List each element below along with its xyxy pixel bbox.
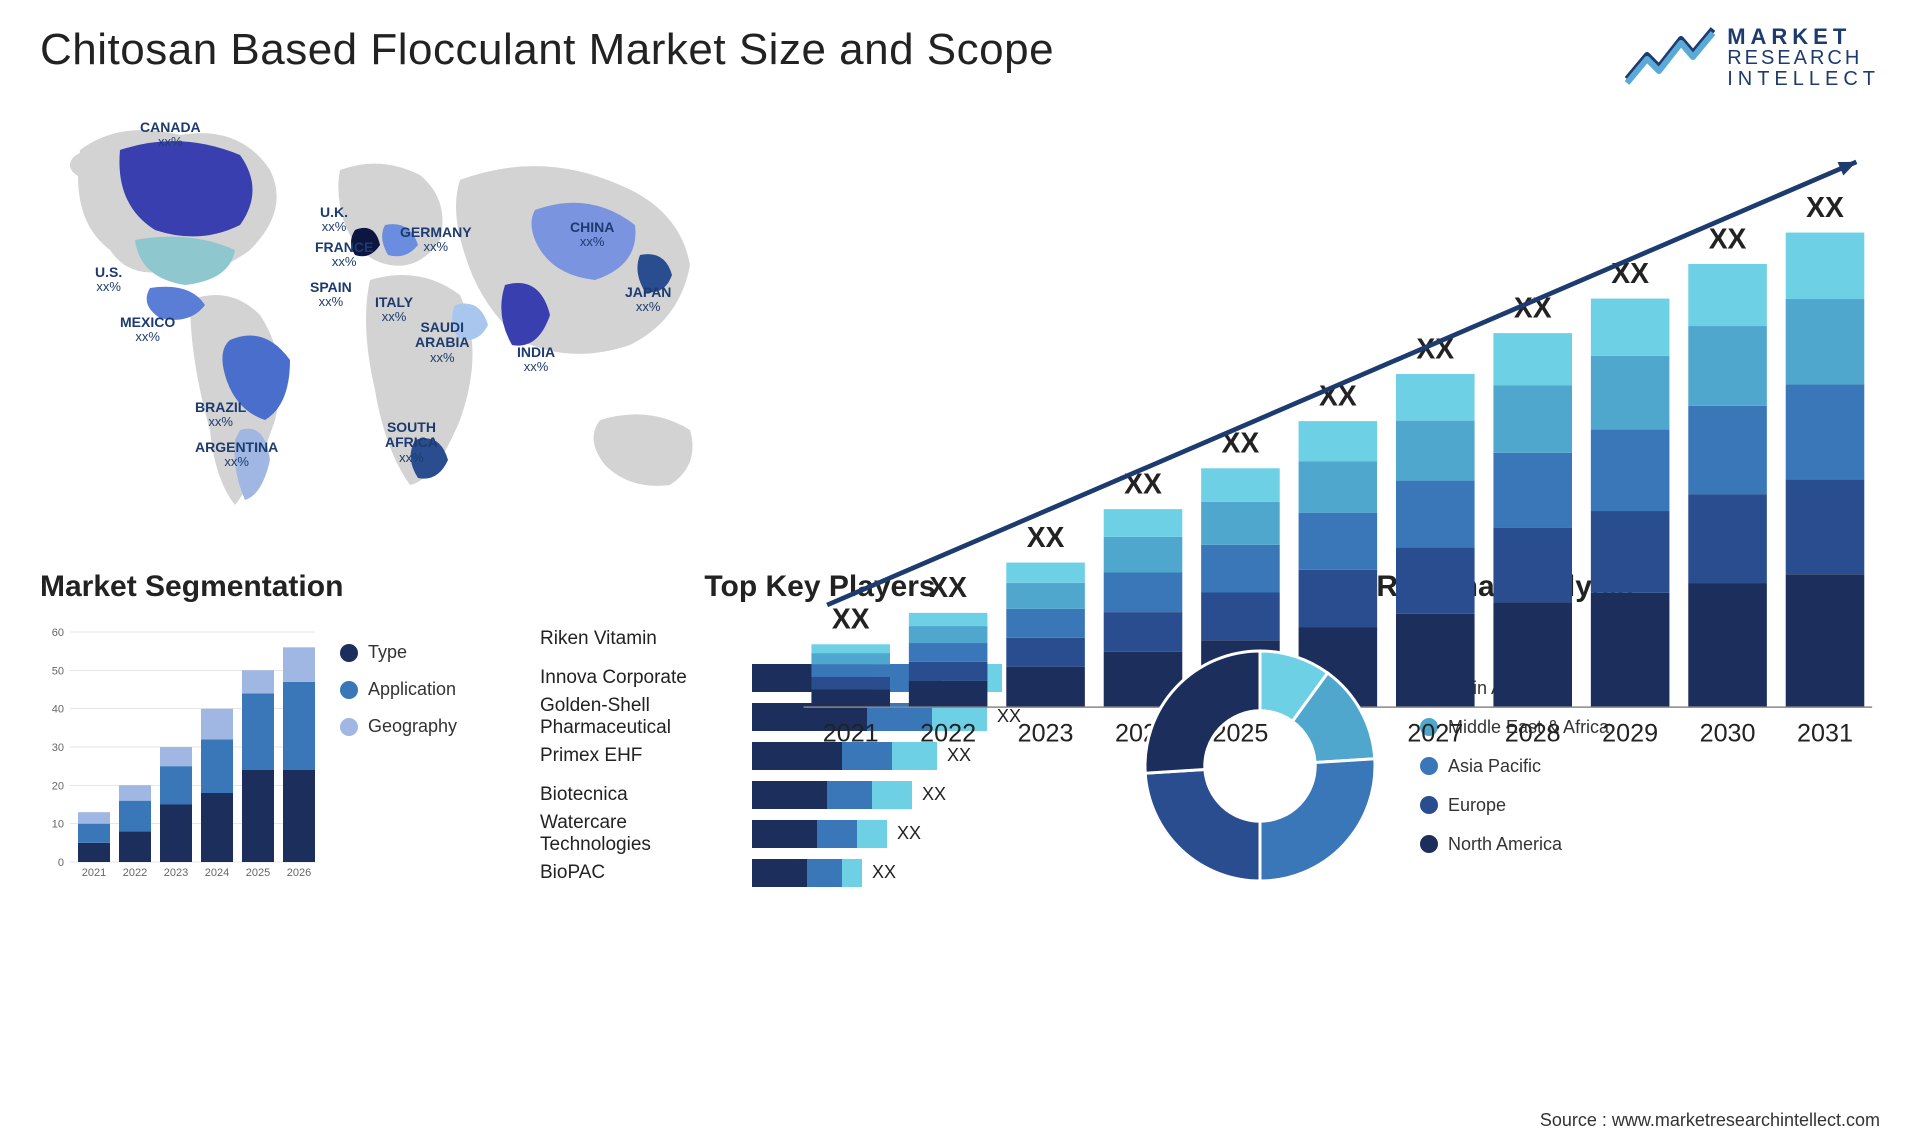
map-label: CANADAxx% <box>140 120 201 150</box>
svg-text:2030: 2030 <box>1700 720 1756 748</box>
svg-text:2024: 2024 <box>205 867 229 879</box>
player-bar <box>752 781 912 809</box>
player-name: Riken Vitamin <box>540 628 740 650</box>
player-value: XX <box>922 784 946 805</box>
legend-item: Application <box>340 679 457 700</box>
brand-logo: MARKET RESEARCH INTELLECT <box>1625 25 1880 90</box>
player-name: Watercare Technologies <box>540 812 740 856</box>
svg-text:2028: 2028 <box>1505 720 1561 748</box>
svg-text:2025: 2025 <box>246 867 270 879</box>
map-label: FRANCExx% <box>315 240 373 270</box>
svg-text:XX: XX <box>1709 222 1747 254</box>
page-title: Chitosan Based Flocculant Market Size an… <box>40 25 1054 75</box>
player-bar <box>752 820 887 848</box>
player-row: Watercare TechnologiesXX <box>540 817 1100 850</box>
legend-item: Geography <box>340 716 457 737</box>
player-row: BioPAC XX <box>540 856 1100 889</box>
svg-text:2029: 2029 <box>1602 720 1658 748</box>
svg-text:XX: XX <box>832 603 870 635</box>
legend-item: North America <box>1420 834 1609 855</box>
svg-text:30: 30 <box>52 742 64 754</box>
map-label: SOUTHAFRICAxx% <box>385 420 438 465</box>
svg-text:2023: 2023 <box>1018 720 1074 748</box>
world-map-panel: CANADAxx% U.S.xx% MEXICOxx% BRAZILxx% ARGENT… <box>40 110 740 530</box>
svg-text:10: 10 <box>52 819 64 831</box>
map-label: ARGENTINAxx% <box>195 440 278 470</box>
logo-line3: INTELLECT <box>1727 69 1880 90</box>
svg-text:2022: 2022 <box>123 867 147 879</box>
source-attribution: Source : www.marketresearchintellect.com <box>1540 1110 1880 1131</box>
player-value: XX <box>897 823 921 844</box>
svg-text:XX: XX <box>1806 191 1844 223</box>
player-value: XX <box>872 862 896 883</box>
svg-text:20: 20 <box>52 780 64 792</box>
svg-text:40: 40 <box>52 704 64 716</box>
regional-donut-chart <box>1130 636 1390 896</box>
segmentation-panel: Market Segmentation 0 10 20 30 40 50 60 2021 202… <box>40 570 510 910</box>
logo-line1: MARKET <box>1727 25 1880 48</box>
map-label: SAUDIARABIAxx% <box>415 320 469 365</box>
svg-text:2031: 2031 <box>1797 720 1853 748</box>
player-bar <box>752 859 862 887</box>
map-label: JAPANxx% <box>625 285 671 315</box>
svg-text:XX: XX <box>1027 521 1065 553</box>
player-name: Primex EHF <box>540 745 740 767</box>
segmentation-title: Market Segmentation <box>40 570 510 604</box>
svg-text:XX: XX <box>929 571 967 603</box>
svg-text:2027: 2027 <box>1407 720 1463 748</box>
map-label: SPAINxx% <box>310 280 352 310</box>
map-label: U.S.xx% <box>95 265 122 295</box>
map-label: INDIAxx% <box>517 345 555 375</box>
legend-item: Europe <box>1420 795 1609 816</box>
svg-text:2021: 2021 <box>823 720 879 748</box>
map-label: U.K.xx% <box>320 205 348 235</box>
svg-text:60: 60 <box>52 627 64 639</box>
svg-text:2021: 2021 <box>82 867 106 879</box>
svg-text:2023: 2023 <box>164 867 188 879</box>
map-label: ITALYxx% <box>375 295 413 325</box>
map-label: MEXICOxx% <box>120 315 175 345</box>
player-row: Biotecnica XX <box>540 778 1100 811</box>
segmentation-chart: 0 10 20 30 40 50 60 2021 2022 2023 2024 2025 2026 <box>40 622 320 882</box>
player-name: Biotecnica <box>540 784 740 806</box>
logo-icon <box>1625 25 1715 90</box>
player-name: Golden-Shell Pharmaceutical <box>540 695 740 739</box>
svg-text:2022: 2022 <box>920 720 976 748</box>
legend-item: Type <box>340 642 457 663</box>
map-label: CHINAxx% <box>570 220 614 250</box>
svg-text:50: 50 <box>52 665 64 677</box>
svg-text:2026: 2026 <box>287 867 311 879</box>
svg-text:0: 0 <box>58 857 64 869</box>
player-name: BioPAC <box>540 862 740 884</box>
map-label: GERMANYxx% <box>400 225 472 255</box>
logo-line2: RESEARCH <box>1727 48 1880 69</box>
player-name: Innova Corporate <box>540 667 740 689</box>
map-label: BRAZILxx% <box>195 400 246 430</box>
growth-chart-panel: XXXXXXXXXXXXXXXXXXXXXX 20212022202320242… <box>780 110 1880 530</box>
segmentation-legend: Type Application Geography <box>340 622 457 910</box>
